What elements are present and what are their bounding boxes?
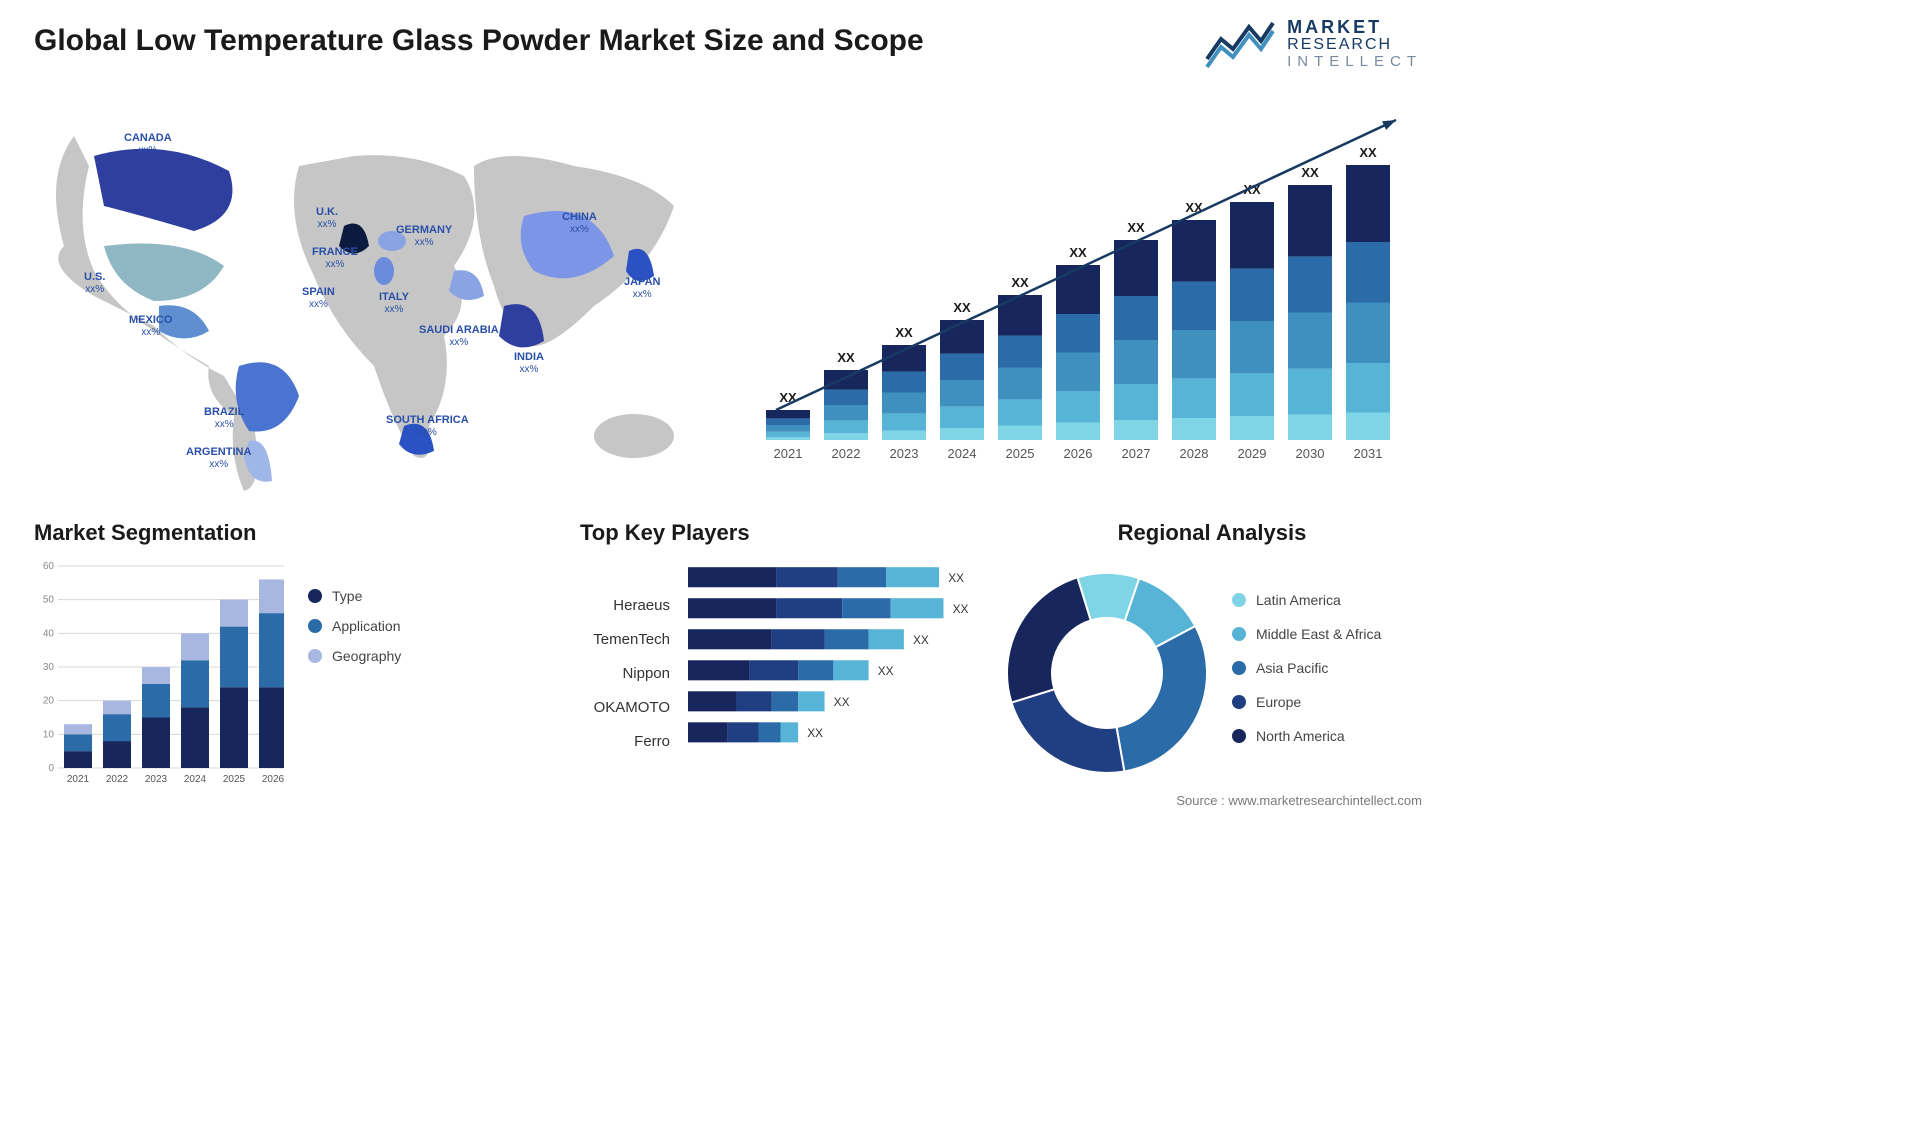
- legend-item: Middle East & Africa: [1232, 626, 1381, 642]
- svg-text:2026: 2026: [1064, 446, 1093, 461]
- svg-text:2021: 2021: [774, 446, 803, 461]
- growth-chart-svg: XX 2021 XX 2022 XX 2023 XX 2024 XX 2025 XX 2026 XX 20…: [756, 110, 1406, 470]
- page-title: Global Low Temperature Glass Powder Mark…: [34, 24, 924, 58]
- regional-section: Regional Analysis Latin America Middle Ea…: [1002, 520, 1422, 778]
- player-label: Heraeus: [613, 595, 670, 617]
- logo-line2: RESEARCH: [1287, 37, 1422, 54]
- legend-item: Latin America: [1232, 592, 1381, 608]
- map-label: U.S.xx%: [84, 271, 105, 295]
- player-label: TemenTech: [593, 629, 670, 651]
- segmentation-section: Market Segmentation 0 10 20 30 40 50 60 2021 202…: [34, 520, 434, 788]
- regional-donut: [1002, 568, 1212, 778]
- svg-text:2023: 2023: [890, 446, 919, 461]
- svg-text:XX: XX: [878, 664, 894, 678]
- svg-text:20: 20: [43, 696, 55, 707]
- svg-text:XX: XX: [913, 633, 929, 647]
- map-label: CANADAxx%: [124, 132, 172, 156]
- svg-text:50: 50: [43, 595, 55, 606]
- players-title: Top Key Players: [580, 520, 980, 546]
- player-label: OKAMOTO: [594, 697, 670, 719]
- legend-item: Geography: [308, 648, 401, 664]
- svg-text:XX: XX: [1301, 165, 1319, 180]
- regional-title: Regional Analysis: [1002, 520, 1422, 546]
- svg-text:2026: 2026: [262, 774, 284, 785]
- svg-text:2024: 2024: [184, 774, 207, 785]
- logo-line3: INTELLECT: [1287, 54, 1422, 70]
- source-text: Source : www.marketresearchintellect.com: [1176, 793, 1422, 808]
- legend-item: Europe: [1232, 694, 1381, 710]
- player-label: Nippon: [622, 663, 670, 685]
- svg-text:XX: XX: [953, 602, 969, 616]
- svg-text:2025: 2025: [223, 774, 246, 785]
- map-label: FRANCExx%: [312, 246, 358, 270]
- map-label: BRAZILxx%: [204, 406, 244, 430]
- svg-text:0: 0: [48, 763, 54, 774]
- map-label: ITALYxx%: [379, 291, 409, 315]
- legend-item: Asia Pacific: [1232, 660, 1381, 676]
- svg-text:XX: XX: [953, 300, 971, 315]
- svg-text:XX: XX: [807, 726, 823, 740]
- logo-mark-icon: [1205, 19, 1275, 69]
- map-label: JAPANxx%: [624, 276, 660, 300]
- svg-text:2029: 2029: [1238, 446, 1267, 461]
- svg-text:XX: XX: [895, 325, 913, 340]
- svg-text:2024: 2024: [948, 446, 977, 461]
- brand-logo: MARKET RESEARCH INTELLECT: [1205, 18, 1422, 69]
- logo-line1: MARKET: [1287, 18, 1422, 37]
- svg-text:XX: XX: [1359, 145, 1377, 160]
- svg-text:2023: 2023: [145, 774, 168, 785]
- map-label: GERMANYxx%: [396, 224, 452, 248]
- svg-text:2022: 2022: [106, 774, 129, 785]
- world-map: CANADAxx% U.S.xx% MEXICOxx% BRAZILxx% ARGENT…: [34, 96, 694, 496]
- map-label: CHINAxx%: [562, 211, 597, 235]
- player-label: Ferro: [634, 731, 670, 753]
- svg-text:40: 40: [43, 628, 55, 639]
- segmentation-legend: Type Application Geography: [308, 588, 401, 664]
- segmentation-chart: 0 10 20 30 40 50 60 2021 2022 2023 2024 2025 2026: [34, 558, 284, 788]
- legend-item: North America: [1232, 728, 1381, 744]
- svg-text:XX: XX: [948, 571, 964, 585]
- svg-text:60: 60: [43, 561, 55, 572]
- segmentation-title: Market Segmentation: [34, 520, 434, 546]
- svg-text:XX: XX: [834, 695, 850, 709]
- players-labels: Heraeus TemenTech Nippon OKAMOTO Ferro: [580, 566, 670, 768]
- svg-text:XX: XX: [1011, 275, 1029, 290]
- map-label: SAUDI ARABIAxx%: [419, 324, 499, 348]
- svg-text:2031: 2031: [1354, 446, 1383, 461]
- svg-text:2028: 2028: [1180, 446, 1209, 461]
- svg-text:2027: 2027: [1122, 446, 1151, 461]
- svg-text:30: 30: [43, 662, 55, 673]
- svg-text:2025: 2025: [1006, 446, 1035, 461]
- svg-text:XX: XX: [1069, 245, 1087, 260]
- legend-item: Type: [308, 588, 401, 604]
- map-label: ARGENTINAxx%: [186, 446, 251, 470]
- players-section: Top Key Players Heraeus TemenTech Nippon OK…: [580, 520, 980, 768]
- map-label: SPAINxx%: [302, 286, 335, 310]
- svg-text:2022: 2022: [832, 446, 861, 461]
- players-chart: XX XX XX XX XX XX: [688, 558, 980, 768]
- map-label: SOUTH AFRICAxx%: [386, 414, 469, 438]
- legend-item: Application: [308, 618, 401, 634]
- map-label: INDIAxx%: [514, 351, 544, 375]
- svg-text:2021: 2021: [67, 774, 90, 785]
- regional-legend: Latin America Middle East & Africa Asia Pa…: [1232, 592, 1381, 744]
- svg-text:XX: XX: [1127, 220, 1145, 235]
- growth-chart: XX 2021 XX 2022 XX 2023 XX 2024 XX 2025 XX 2026 XX 20…: [756, 110, 1406, 470]
- svg-text:2030: 2030: [1296, 446, 1325, 461]
- map-label: MEXICOxx%: [129, 314, 172, 338]
- map-label: U.K.xx%: [316, 206, 338, 230]
- svg-text:XX: XX: [837, 350, 855, 365]
- svg-text:10: 10: [43, 729, 55, 740]
